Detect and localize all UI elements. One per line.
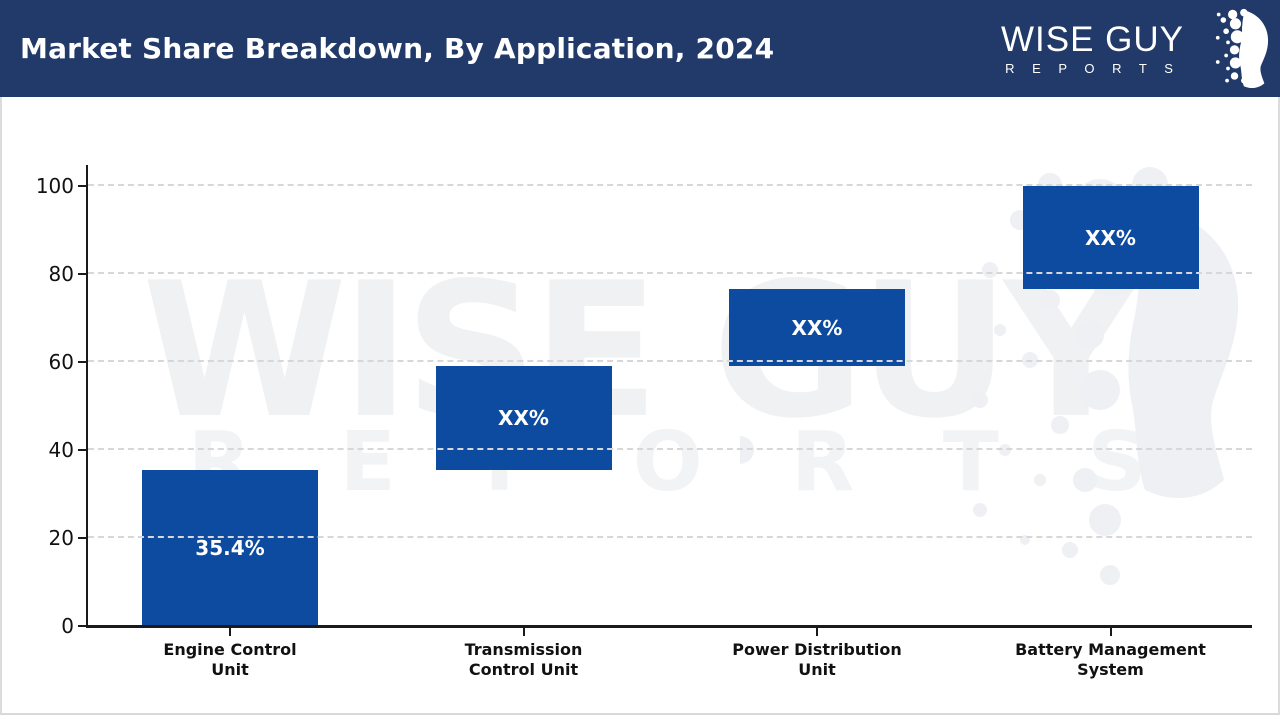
header-bar: Market Share Breakdown, By Application, … <box>0 0 1280 97</box>
page-title: Market Share Breakdown, By Application, … <box>20 32 775 65</box>
x-tick-label: Transmission Control Unit <box>464 640 583 679</box>
x-tick-label: Engine Control Unit <box>163 640 297 679</box>
wise-guy-logo: WISE GUY R E P O R T S <box>1001 6 1270 90</box>
gridline <box>88 360 1252 362</box>
bar-value-label: XX% <box>1085 225 1136 250</box>
x-tick-mark <box>1109 628 1112 636</box>
x-tick-label: Battery Management System <box>1015 640 1206 679</box>
bar-value-label: XX% <box>791 315 843 340</box>
logo-wordmark: WISE GUY <box>1000 19 1184 59</box>
y-tick-mark <box>78 273 86 275</box>
y-tick-label: 60 <box>48 350 74 374</box>
bar-value-label: 35.4% <box>195 536 265 561</box>
y-tick-label: 100 <box>35 174 74 198</box>
y-tick-label: 80 <box>48 262 74 286</box>
x-tick-mark <box>522 628 525 636</box>
bar-1: 35.4% <box>142 470 318 626</box>
y-tick-mark <box>78 537 86 539</box>
y-tick-mark <box>78 185 86 187</box>
y-tick-mark <box>78 449 86 451</box>
y-axis-line <box>86 165 88 628</box>
logo-text-block: WISE GUY R E P O R T S <box>1000 19 1184 76</box>
x-tick-mark <box>816 628 818 636</box>
bar-value-label: XX% <box>498 406 549 431</box>
bar-2: XX% <box>435 366 612 471</box>
gridline <box>88 184 1252 186</box>
bar-3: XX% <box>729 289 905 367</box>
y-tick-label: 0 <box>61 614 74 638</box>
y-tick-mark <box>78 361 86 363</box>
logo-face-icon <box>1215 8 1269 89</box>
gridline <box>88 272 1252 274</box>
x-axis-line <box>86 625 1252 628</box>
x-tick-label: Power Distribution Unit <box>732 640 902 679</box>
y-tick-label: 40 <box>48 438 74 462</box>
logo-subtext: R E P O R T S <box>1005 60 1180 76</box>
y-tick-label: 20 <box>48 526 74 550</box>
gridline <box>88 448 1252 450</box>
x-tick-mark <box>229 628 231 636</box>
gridline <box>88 536 1252 538</box>
y-tick-mark <box>78 625 86 627</box>
